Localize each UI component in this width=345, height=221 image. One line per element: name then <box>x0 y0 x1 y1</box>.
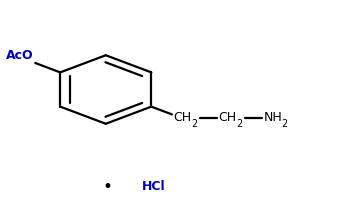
Text: AcO: AcO <box>6 49 33 62</box>
Text: 2: 2 <box>236 119 243 129</box>
Text: NH: NH <box>264 111 283 124</box>
Text: •: • <box>102 178 112 196</box>
Text: 2: 2 <box>191 119 197 129</box>
Text: 2: 2 <box>282 119 288 129</box>
Text: CH: CH <box>174 111 192 124</box>
Text: CH: CH <box>219 111 237 124</box>
Text: HCl: HCl <box>141 180 165 193</box>
